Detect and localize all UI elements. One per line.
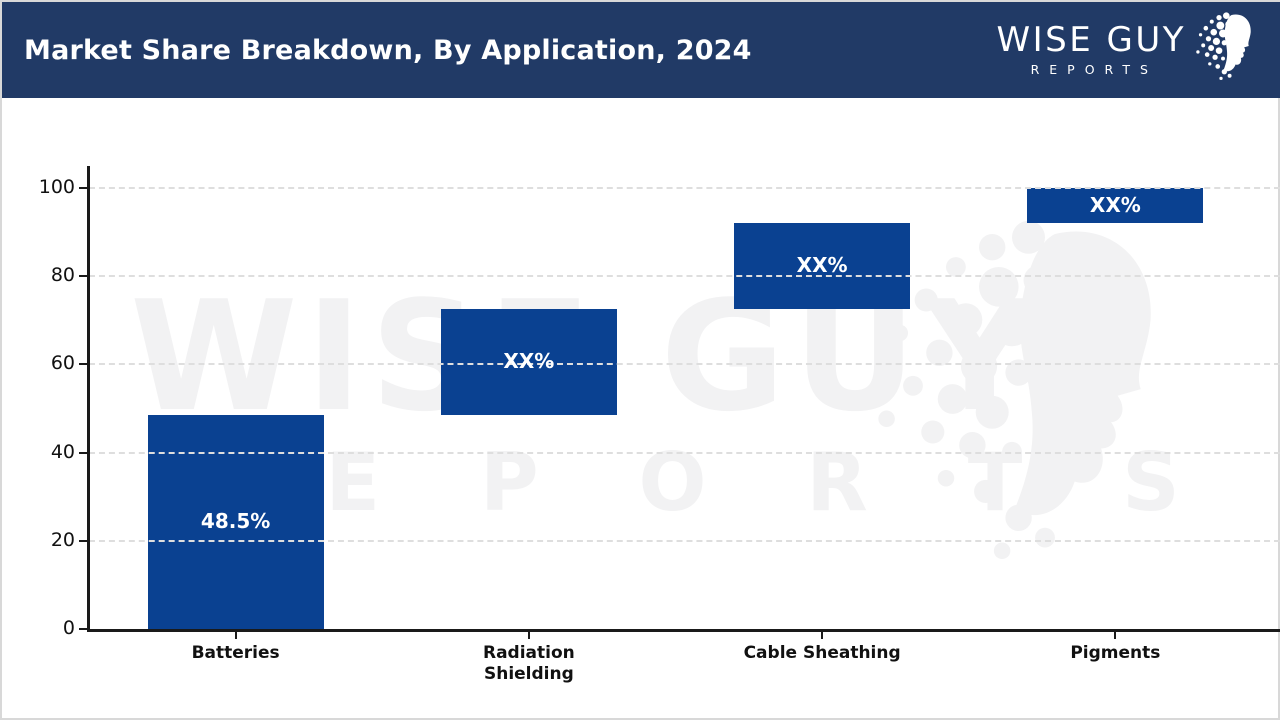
x-tickmark bbox=[527, 632, 530, 639]
bar-value-label: 48.5% bbox=[200, 509, 271, 534]
y-gridline bbox=[89, 363, 1280, 366]
x-tickmark bbox=[1114, 632, 1117, 639]
x-category-label: Batteries bbox=[191, 643, 280, 663]
x-tickmark bbox=[234, 632, 237, 639]
y-tickmark bbox=[79, 539, 88, 542]
y-tickmark bbox=[79, 628, 88, 630]
logo-wordmark: WISE GUY bbox=[996, 20, 1186, 61]
bar-value-label: XX% bbox=[1089, 192, 1141, 217]
y-tick-label: 40 bbox=[50, 440, 75, 463]
watermark-head-icon bbox=[847, 210, 1177, 592]
logo-text: WISE GUY REPORTS bbox=[996, 20, 1186, 77]
bar-segment bbox=[1027, 188, 1204, 224]
y-gridline bbox=[89, 539, 1280, 542]
bar-segment bbox=[440, 309, 617, 416]
y-tickmark bbox=[79, 275, 88, 278]
x-category-label: Radiation Shielding bbox=[482, 643, 575, 685]
wiseguy-logo: WISE GUY REPORTS bbox=[996, 11, 1256, 89]
y-tick-label: 60 bbox=[50, 352, 75, 375]
bar-segment bbox=[734, 223, 911, 310]
logo-subtitle: REPORTS bbox=[1030, 61, 1158, 77]
y-gridline bbox=[89, 275, 1280, 278]
bar-value-label: XX% bbox=[503, 349, 555, 374]
y-tickmark bbox=[79, 363, 88, 366]
chart-area: WISE GUY R E P O R T S 0 20 40 60 80 100 48.5%… bbox=[2, 98, 1280, 722]
wiseguy-head-icon bbox=[1190, 11, 1256, 89]
y-tick-label: 20 bbox=[50, 528, 75, 551]
y-tick-label: 100 bbox=[38, 176, 75, 198]
y-tickmark bbox=[79, 187, 88, 189]
y-axis-line bbox=[87, 166, 90, 629]
y-tick-label: 80 bbox=[50, 264, 75, 287]
bar-segment bbox=[147, 415, 324, 629]
y-gridline bbox=[89, 451, 1280, 454]
header-bar: Market Share Breakdown, By Application, … bbox=[2, 2, 1280, 98]
y-gridline bbox=[89, 187, 1280, 189]
bar-value-label: XX% bbox=[796, 253, 848, 278]
x-category-label: Pigments bbox=[1070, 643, 1161, 663]
x-category-label: Cable Sheathing bbox=[743, 643, 901, 663]
chart-title: Market Share Breakdown, By Application, … bbox=[24, 34, 752, 66]
y-tickmark bbox=[79, 451, 88, 454]
x-axis-line bbox=[87, 629, 1280, 632]
x-tickmark bbox=[821, 632, 824, 639]
y-tick-label: 0 bbox=[62, 617, 75, 639]
